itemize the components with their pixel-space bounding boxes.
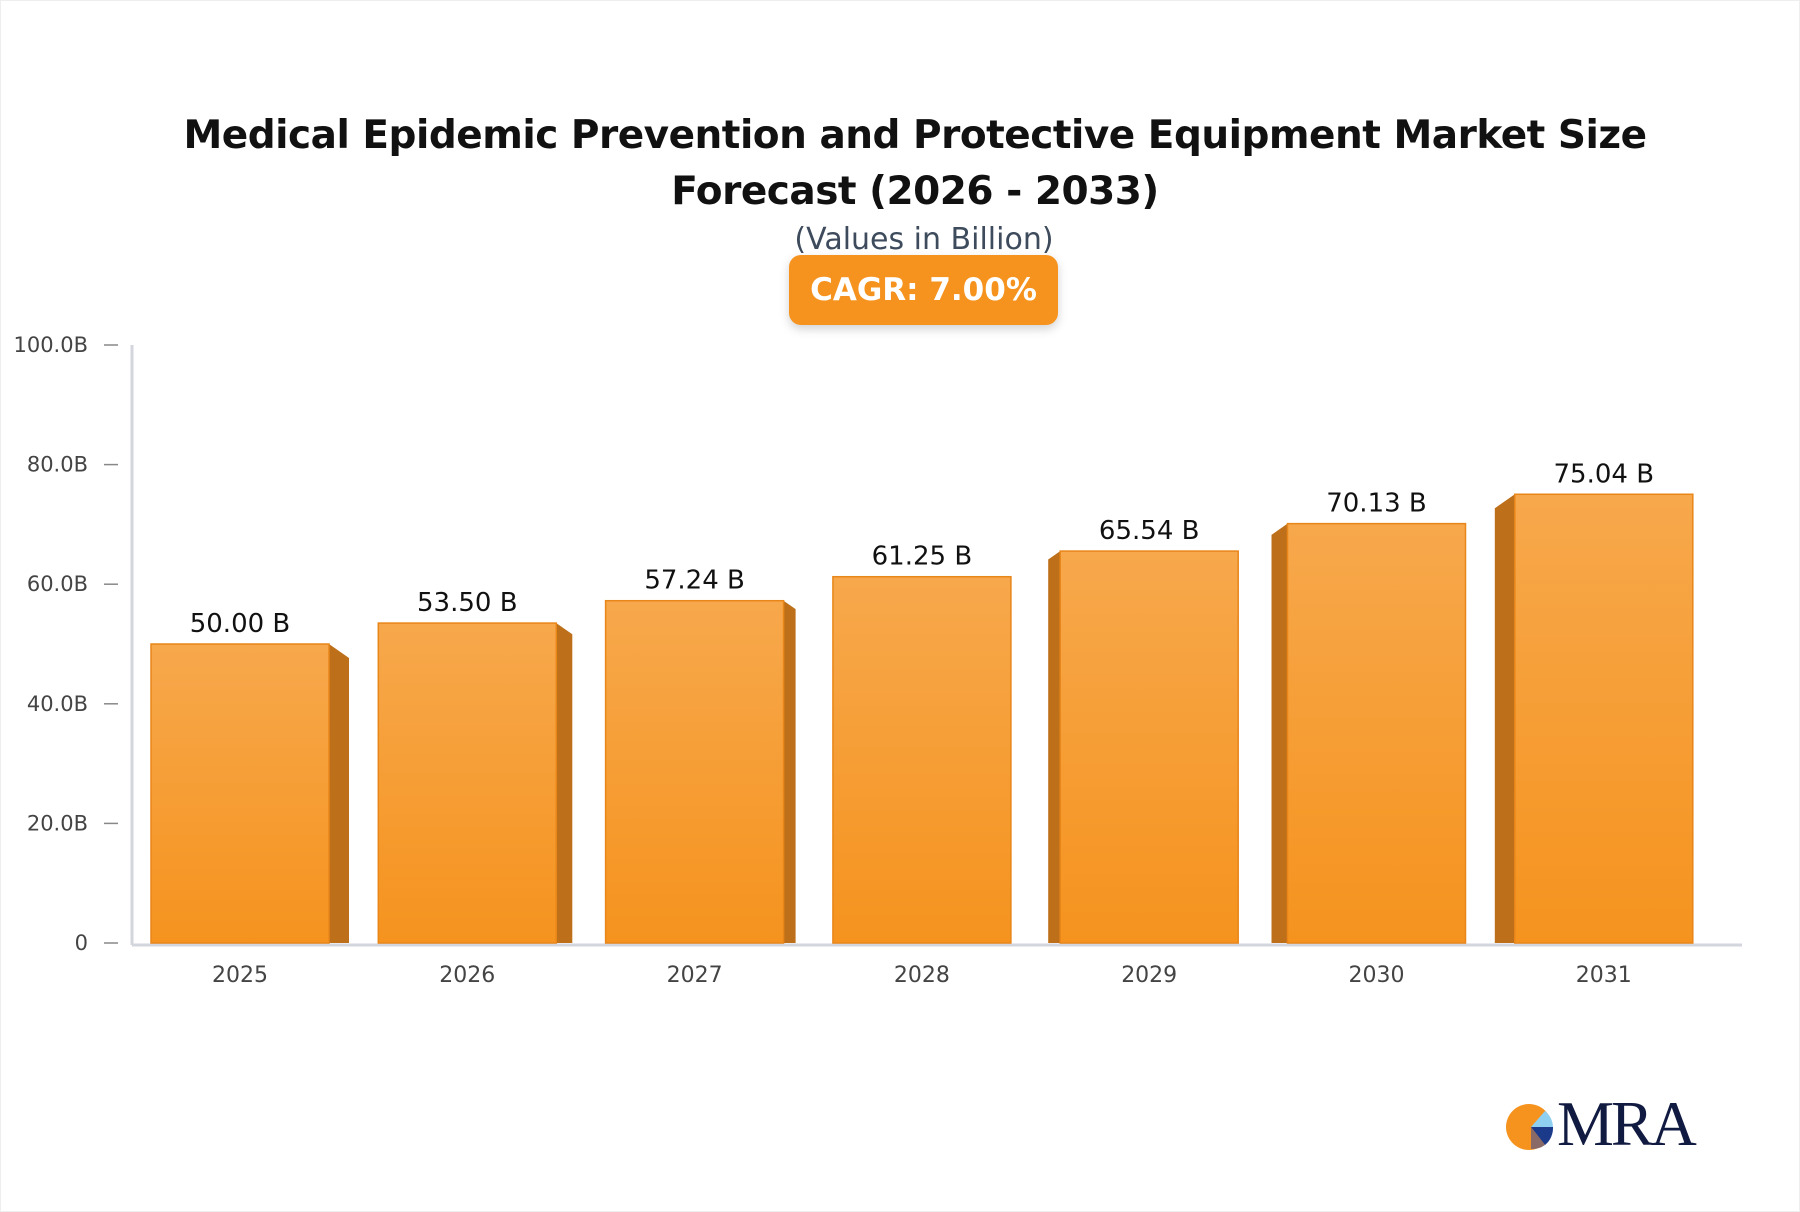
bar-side [1048, 551, 1061, 943]
y-tick-label: 20.0B [27, 811, 88, 835]
bar-2028 [832, 575, 1012, 944]
bar-side [556, 623, 573, 943]
data-label: 57.24 B [644, 566, 745, 596]
bar-2029 [1059, 550, 1239, 944]
x-tick-label: 2025 [212, 963, 268, 988]
y-tick-label: 80.0B [27, 453, 88, 477]
chart-title: Medical Epidemic Prevention and Protecti… [183, 113, 1647, 214]
x-tick-label: 2027 [667, 963, 723, 988]
bar-2026 [377, 622, 558, 944]
x-tick-label: 2030 [1349, 963, 1405, 988]
bar-side [1494, 494, 1515, 943]
x-tick-label: 2028 [894, 963, 950, 988]
bar-2025 [150, 643, 330, 944]
x-tick-label: 2029 [1121, 963, 1177, 988]
data-label: 75.04 B [1554, 459, 1655, 489]
bar-side [783, 600, 796, 943]
x-tick-label: 2031 [1576, 963, 1632, 988]
y-tick-label: 40.0B [27, 692, 88, 716]
bar-side [329, 644, 349, 943]
bar-side [1271, 523, 1288, 943]
bar-2030 [1286, 522, 1467, 944]
pie-logo-icon [1506, 1104, 1554, 1150]
y-tick-label: 60.0B [27, 572, 88, 596]
data-label: 61.25 B [872, 542, 973, 572]
bar-2027 [604, 599, 785, 944]
data-label: 50.00 B [190, 609, 291, 639]
cagr-badge: CAGR: 7.00% [789, 255, 1058, 325]
chart-subtitle: (Values in Billion) [794, 222, 1054, 257]
mra-logo: MRA [1505, 1088, 1705, 1159]
data-label: 53.50 B [417, 588, 518, 618]
data-label: 70.13 B [1326, 489, 1427, 519]
y-tick-label: 0 [75, 931, 88, 955]
bar-2031 [1514, 493, 1694, 944]
data-label: 65.54 B [1099, 516, 1200, 546]
y-tick-label: 100.0B [13, 333, 88, 357]
x-tick-label: 2026 [439, 963, 495, 988]
logo-text: MRA [1557, 1088, 1697, 1159]
